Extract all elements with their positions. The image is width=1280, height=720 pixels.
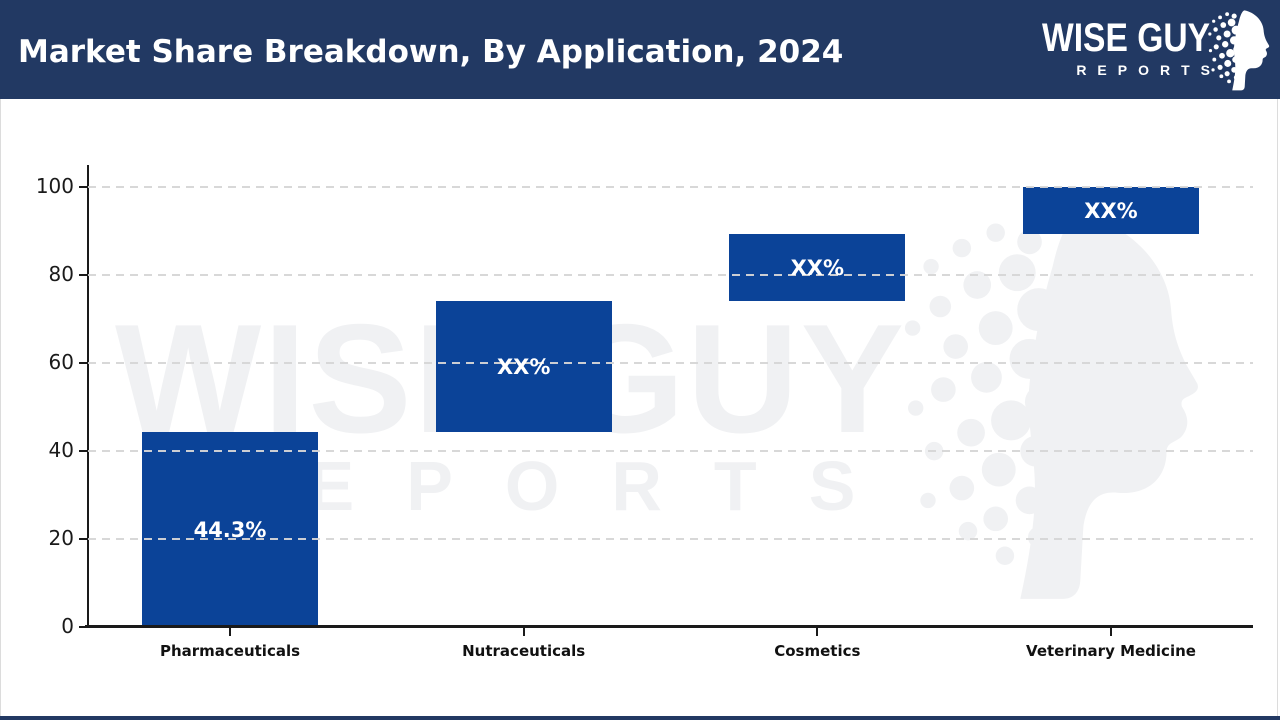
x-tick-mark <box>1110 628 1112 636</box>
x-tick-mark <box>522 628 525 636</box>
x-tick-mark <box>816 628 819 636</box>
page-title: Market Share Breakdown, By Application, … <box>18 34 844 70</box>
x-category-label-veterinary-medicine: Veterinary Medicine <box>1026 642 1196 660</box>
gridline-60 <box>88 362 1253 364</box>
y-axis-line <box>87 165 89 627</box>
x-category-label-pharmaceuticals: Pharmaceuticals <box>159 642 301 660</box>
bar-value-label-pharmaceuticals: 44.3% <box>193 517 267 542</box>
x-category-label-cosmetics: Cosmetics <box>774 642 861 660</box>
wise-guy-head-icon <box>1206 7 1270 93</box>
gridline-100 <box>88 186 1253 188</box>
footer-strip <box>0 716 1280 720</box>
y-tick-label: 20 <box>48 526 74 550</box>
y-tick-mark <box>79 450 88 452</box>
y-tick-label: 0 <box>61 614 74 638</box>
gridline-80 <box>88 274 1253 276</box>
page-right-border <box>1277 99 1278 716</box>
bar-pharmaceuticals <box>142 432 318 627</box>
gridline-20 <box>88 538 1253 540</box>
y-tick-mark <box>79 538 88 540</box>
y-tick-mark <box>79 362 88 364</box>
y-tick-mark <box>79 626 88 628</box>
y-tick-label: 40 <box>48 438 74 462</box>
bar-value-label-veterinary-medicine: XX% <box>1084 198 1138 223</box>
x-tick-mark <box>229 628 231 636</box>
y-tick-mark <box>79 186 88 188</box>
page-left-border <box>0 99 1 716</box>
brand-logo: WISE GUY REPORTS <box>1020 0 1280 99</box>
bar-nutraceuticals <box>435 300 612 433</box>
gridline-40 <box>88 450 1253 452</box>
brand-name-text: WISE GUY <box>1041 16 1210 60</box>
x-axis-line <box>85 625 1253 628</box>
bar-cosmetics <box>729 234 906 301</box>
y-tick-label: 80 <box>48 262 74 286</box>
header-bar: Market Share Breakdown, By Application, … <box>0 0 1280 99</box>
y-tick-label: 60 <box>48 350 74 374</box>
y-tick-mark <box>79 274 88 276</box>
x-category-label-nutraceuticals: Nutraceuticals <box>462 642 586 660</box>
bar-value-label-nutraceuticals: XX% <box>496 354 551 379</box>
y-tick-label: 100 <box>35 174 74 198</box>
brand-subtitle-text: REPORTS <box>1076 62 1221 78</box>
bar-value-label-cosmetics: XX% <box>790 255 845 280</box>
